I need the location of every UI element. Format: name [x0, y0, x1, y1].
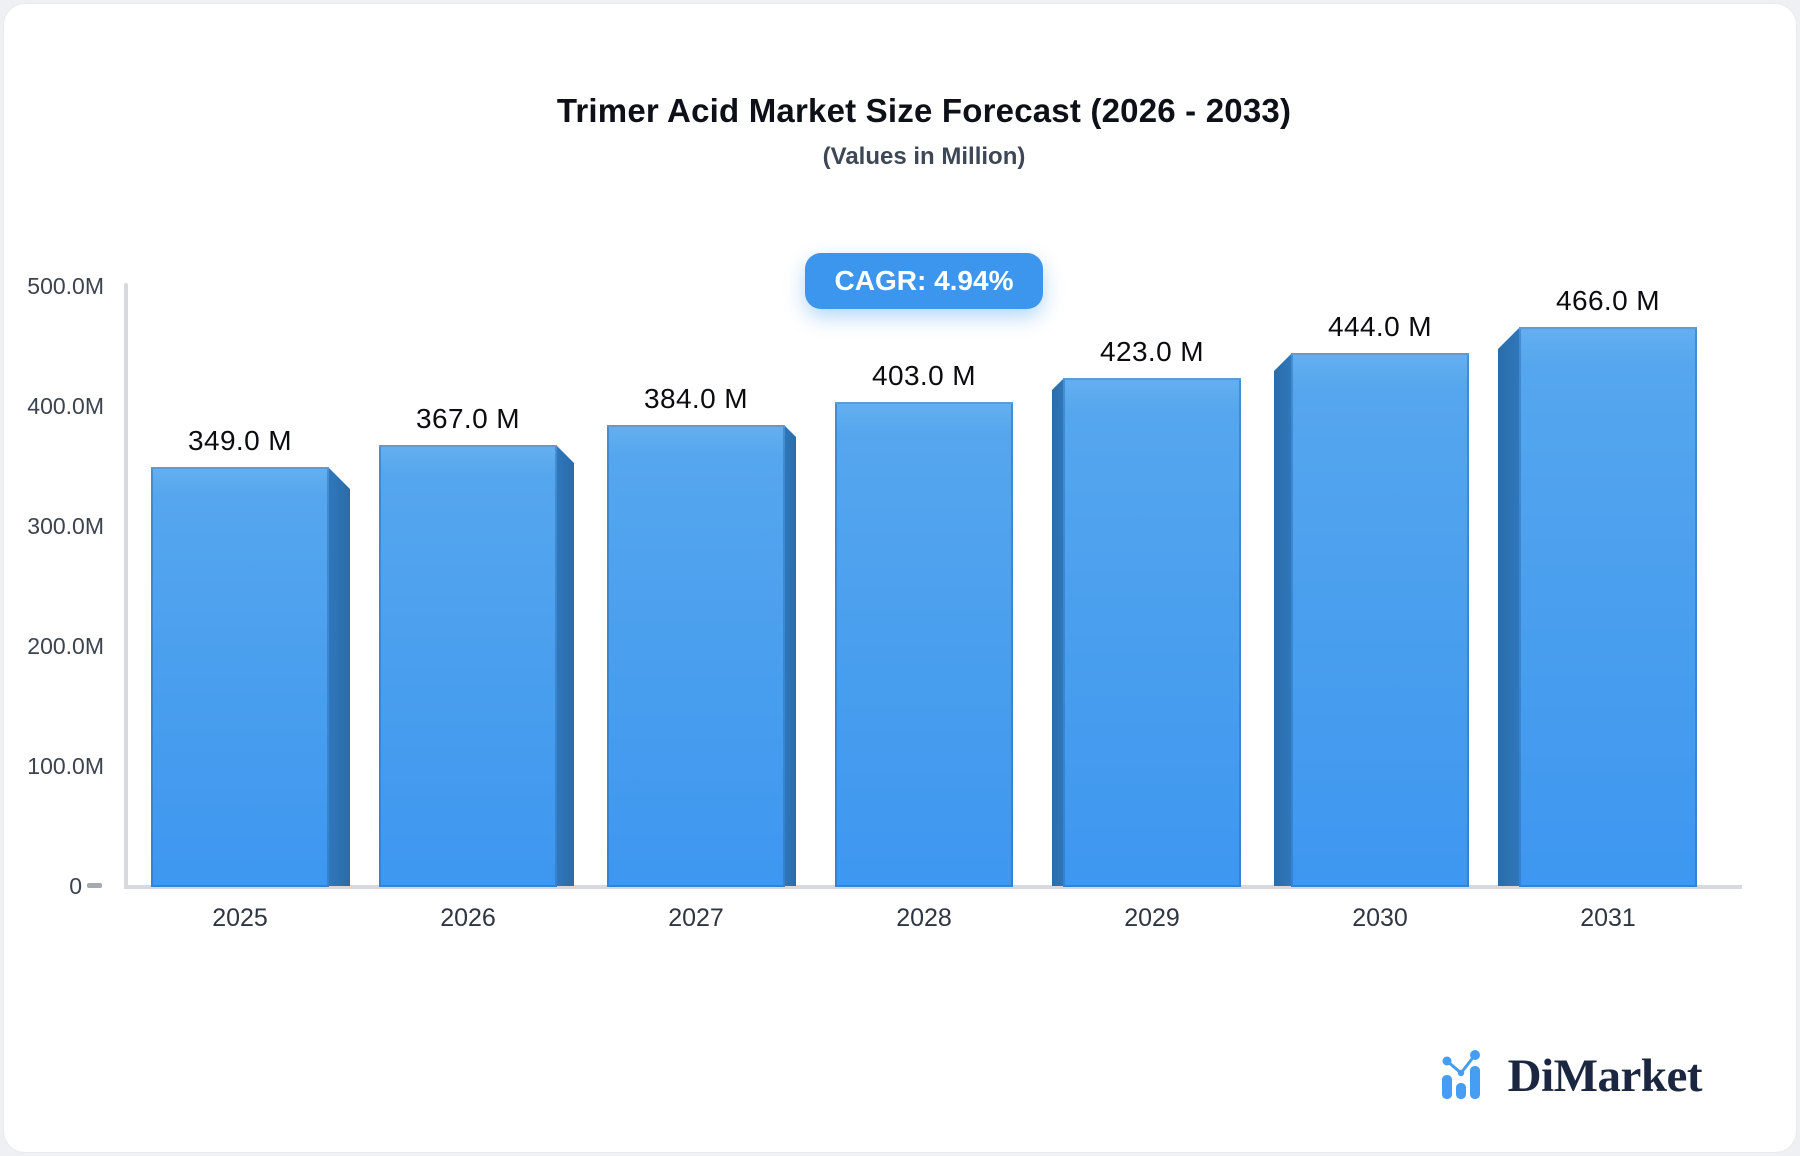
y-tick-label: 0 [69, 873, 82, 899]
bar-value-label: 423.0 M [1100, 336, 1204, 367]
chart-title: Trimer Acid Market Size Forecast (2026 -… [556, 92, 1292, 129]
x-tick-label: 2025 [212, 904, 268, 932]
bar-2031 [1519, 327, 1697, 887]
x-tick-label: 2030 [1352, 904, 1408, 932]
bar-value-label: 367.0 M [416, 403, 520, 434]
chart-header: Trimer Acid Market Size Forecast (2026 -… [0, 92, 1800, 309]
bar-value-label: 384.0 M [644, 383, 748, 414]
chart-subtitle: (Values in Million) [822, 143, 1026, 170]
y-tick-label: 300.0M [27, 512, 104, 539]
y-tick-label: 100.0M [27, 752, 104, 779]
x-tick-label: 2026 [440, 904, 496, 932]
bar-value-label: 444.0 M [1328, 311, 1432, 342]
x-axis-line [124, 885, 1742, 889]
bar-2030 [1291, 353, 1469, 887]
bar-value-label: 466.0 M [1556, 285, 1660, 316]
bar-value-label: 349.0 M [188, 425, 292, 456]
bar-3d-side-2027 [784, 425, 796, 886]
x-tick-label: 2028 [896, 904, 952, 932]
bar-3d-side-2026 [556, 445, 574, 886]
x-tick-label: 2027 [668, 904, 724, 932]
dimarket-logo: DiMarket [1439, 1048, 1703, 1102]
bar-3d-side-2025 [328, 467, 350, 886]
bar-2029 [1063, 378, 1241, 887]
bar-value-label: 403.0 M [872, 360, 976, 391]
x-tick-label: 2031 [1580, 904, 1636, 932]
bars-trend-icon [1441, 1050, 1480, 1099]
logo-text: DiMarket [1507, 1050, 1703, 1102]
bar-3d-side-2029 [1052, 378, 1064, 886]
bar-2026 [379, 445, 557, 887]
cagr-badge: CAGR: 4.94% [804, 253, 1044, 309]
x-tick-label: 2029 [1124, 904, 1180, 932]
y-tick-label: 400.0M [27, 392, 104, 419]
bar-2027 [607, 425, 785, 887]
bar-3d-side-2031 [1498, 327, 1520, 886]
y-tick-label: 500.0M [27, 272, 104, 299]
bar-2028 [835, 402, 1013, 887]
y-tick-label: 200.0M [27, 632, 104, 659]
bar-3d-side-2030 [1274, 353, 1292, 886]
zero-tick-mark [87, 883, 102, 888]
y-axis-line [124, 283, 128, 889]
bar-2025 [151, 467, 329, 887]
